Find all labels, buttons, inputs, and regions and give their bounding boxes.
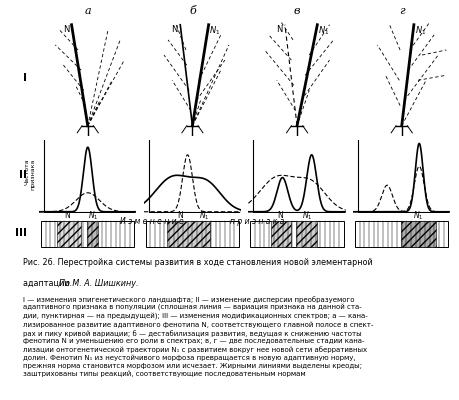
Text: б: б bbox=[189, 6, 196, 16]
Text: $N_1$: $N_1$ bbox=[302, 210, 312, 222]
Bar bbox=[295, 221, 316, 247]
Text: N: N bbox=[177, 212, 183, 220]
Text: N: N bbox=[171, 25, 178, 34]
Text: Рис. 26. Перестройка системы развития в ходе становления новой элементарной: Рис. 26. Перестройка системы развития в … bbox=[23, 258, 372, 267]
Text: N: N bbox=[63, 25, 70, 34]
Text: г: г bbox=[398, 6, 403, 16]
Text: $N_1$: $N_1$ bbox=[414, 25, 425, 37]
Text: II: II bbox=[19, 170, 28, 180]
Text: $N_1$: $N_1$ bbox=[209, 25, 220, 37]
Bar bbox=[57, 221, 81, 247]
Bar bbox=[86, 221, 98, 247]
Text: адаптации.: адаптации. bbox=[23, 279, 74, 288]
Text: Частота
признака: Частота признака bbox=[24, 159, 35, 190]
Text: $N_1$: $N_1$ bbox=[412, 210, 423, 222]
Bar bbox=[166, 221, 210, 247]
Text: N: N bbox=[65, 212, 70, 220]
Bar bbox=[400, 221, 435, 247]
Text: $N_1$: $N_1$ bbox=[88, 210, 99, 222]
Bar bbox=[250, 221, 343, 247]
Bar bbox=[146, 221, 239, 247]
Text: $N_1$: $N_1$ bbox=[318, 25, 329, 37]
Text: $N_1$: $N_1$ bbox=[199, 210, 209, 222]
Text: п р и з н а к а: п р и з н а к а bbox=[230, 217, 284, 226]
Bar bbox=[271, 221, 290, 247]
Bar bbox=[354, 221, 448, 247]
Text: И з м е н е н и е: И з м е н е н и е bbox=[120, 217, 183, 226]
Text: По М. А. Шишкину.: По М. А. Шишкину. bbox=[59, 279, 138, 288]
Text: III: III bbox=[16, 228, 28, 238]
Bar bbox=[41, 221, 134, 247]
Text: N: N bbox=[275, 25, 282, 34]
Text: I: I bbox=[23, 73, 28, 83]
Text: а: а bbox=[84, 6, 91, 16]
Text: I — изменения эпигенетического ландшафта; II — изменение дисперсии преобразуемог: I — изменения эпигенетического ландшафта… bbox=[23, 296, 373, 377]
Text: N: N bbox=[277, 212, 282, 220]
Text: в: в bbox=[293, 6, 300, 16]
